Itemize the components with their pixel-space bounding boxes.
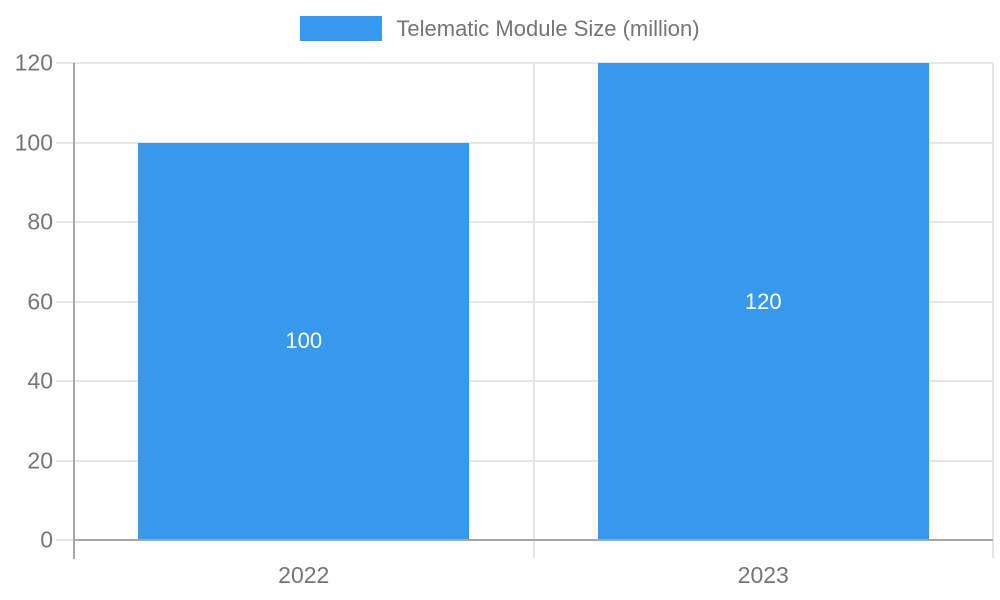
y-axis-tick-label: 100 — [14, 129, 53, 155]
x-axis-tick-label: 2022 — [278, 562, 330, 588]
bar-value-label: 100 — [285, 328, 323, 354]
x-axis-tick-label: 2023 — [737, 562, 789, 588]
gridline-horizontal — [56, 300, 993, 303]
gridline-vertical — [532, 63, 535, 558]
gridline-horizontal — [56, 459, 993, 462]
y-axis-tick-label: 40 — [27, 367, 53, 394]
legend-swatch-icon — [300, 16, 383, 41]
bar-2022[interactable]: 100 — [138, 142, 470, 540]
legend: Telematic Module Size (million) — [0, 16, 1000, 41]
gridline-horizontal — [56, 221, 993, 223]
gridline-vertical — [992, 63, 994, 558]
y-axis-tick-label: 80 — [27, 208, 53, 235]
y-axis-line — [73, 63, 75, 559]
y-axis-tick-label: 60 — [27, 288, 53, 314]
bar-value-label: 120 — [744, 288, 782, 314]
y-axis-tick-label: 120 — [14, 49, 53, 76]
gridline-horizontal — [56, 62, 993, 64]
x-axis-line — [74, 539, 993, 541]
plot-area: 0 20 40 60 80 100 120 100 120 2022 2023 — [15, 50, 994, 588]
legend-item[interactable]: Telematic Module Size (million) — [300, 16, 700, 41]
gridline-horizontal — [56, 141, 993, 144]
bar-2023[interactable]: 120 — [597, 63, 929, 540]
y-axis-tick-label: 20 — [27, 447, 53, 473]
y-axis-tick-mark — [56, 539, 74, 541]
gridline-horizontal — [56, 380, 993, 382]
y-axis-tick-label: 0 — [40, 526, 53, 553]
legend-label: Telematic Module Size (million) — [396, 16, 700, 41]
